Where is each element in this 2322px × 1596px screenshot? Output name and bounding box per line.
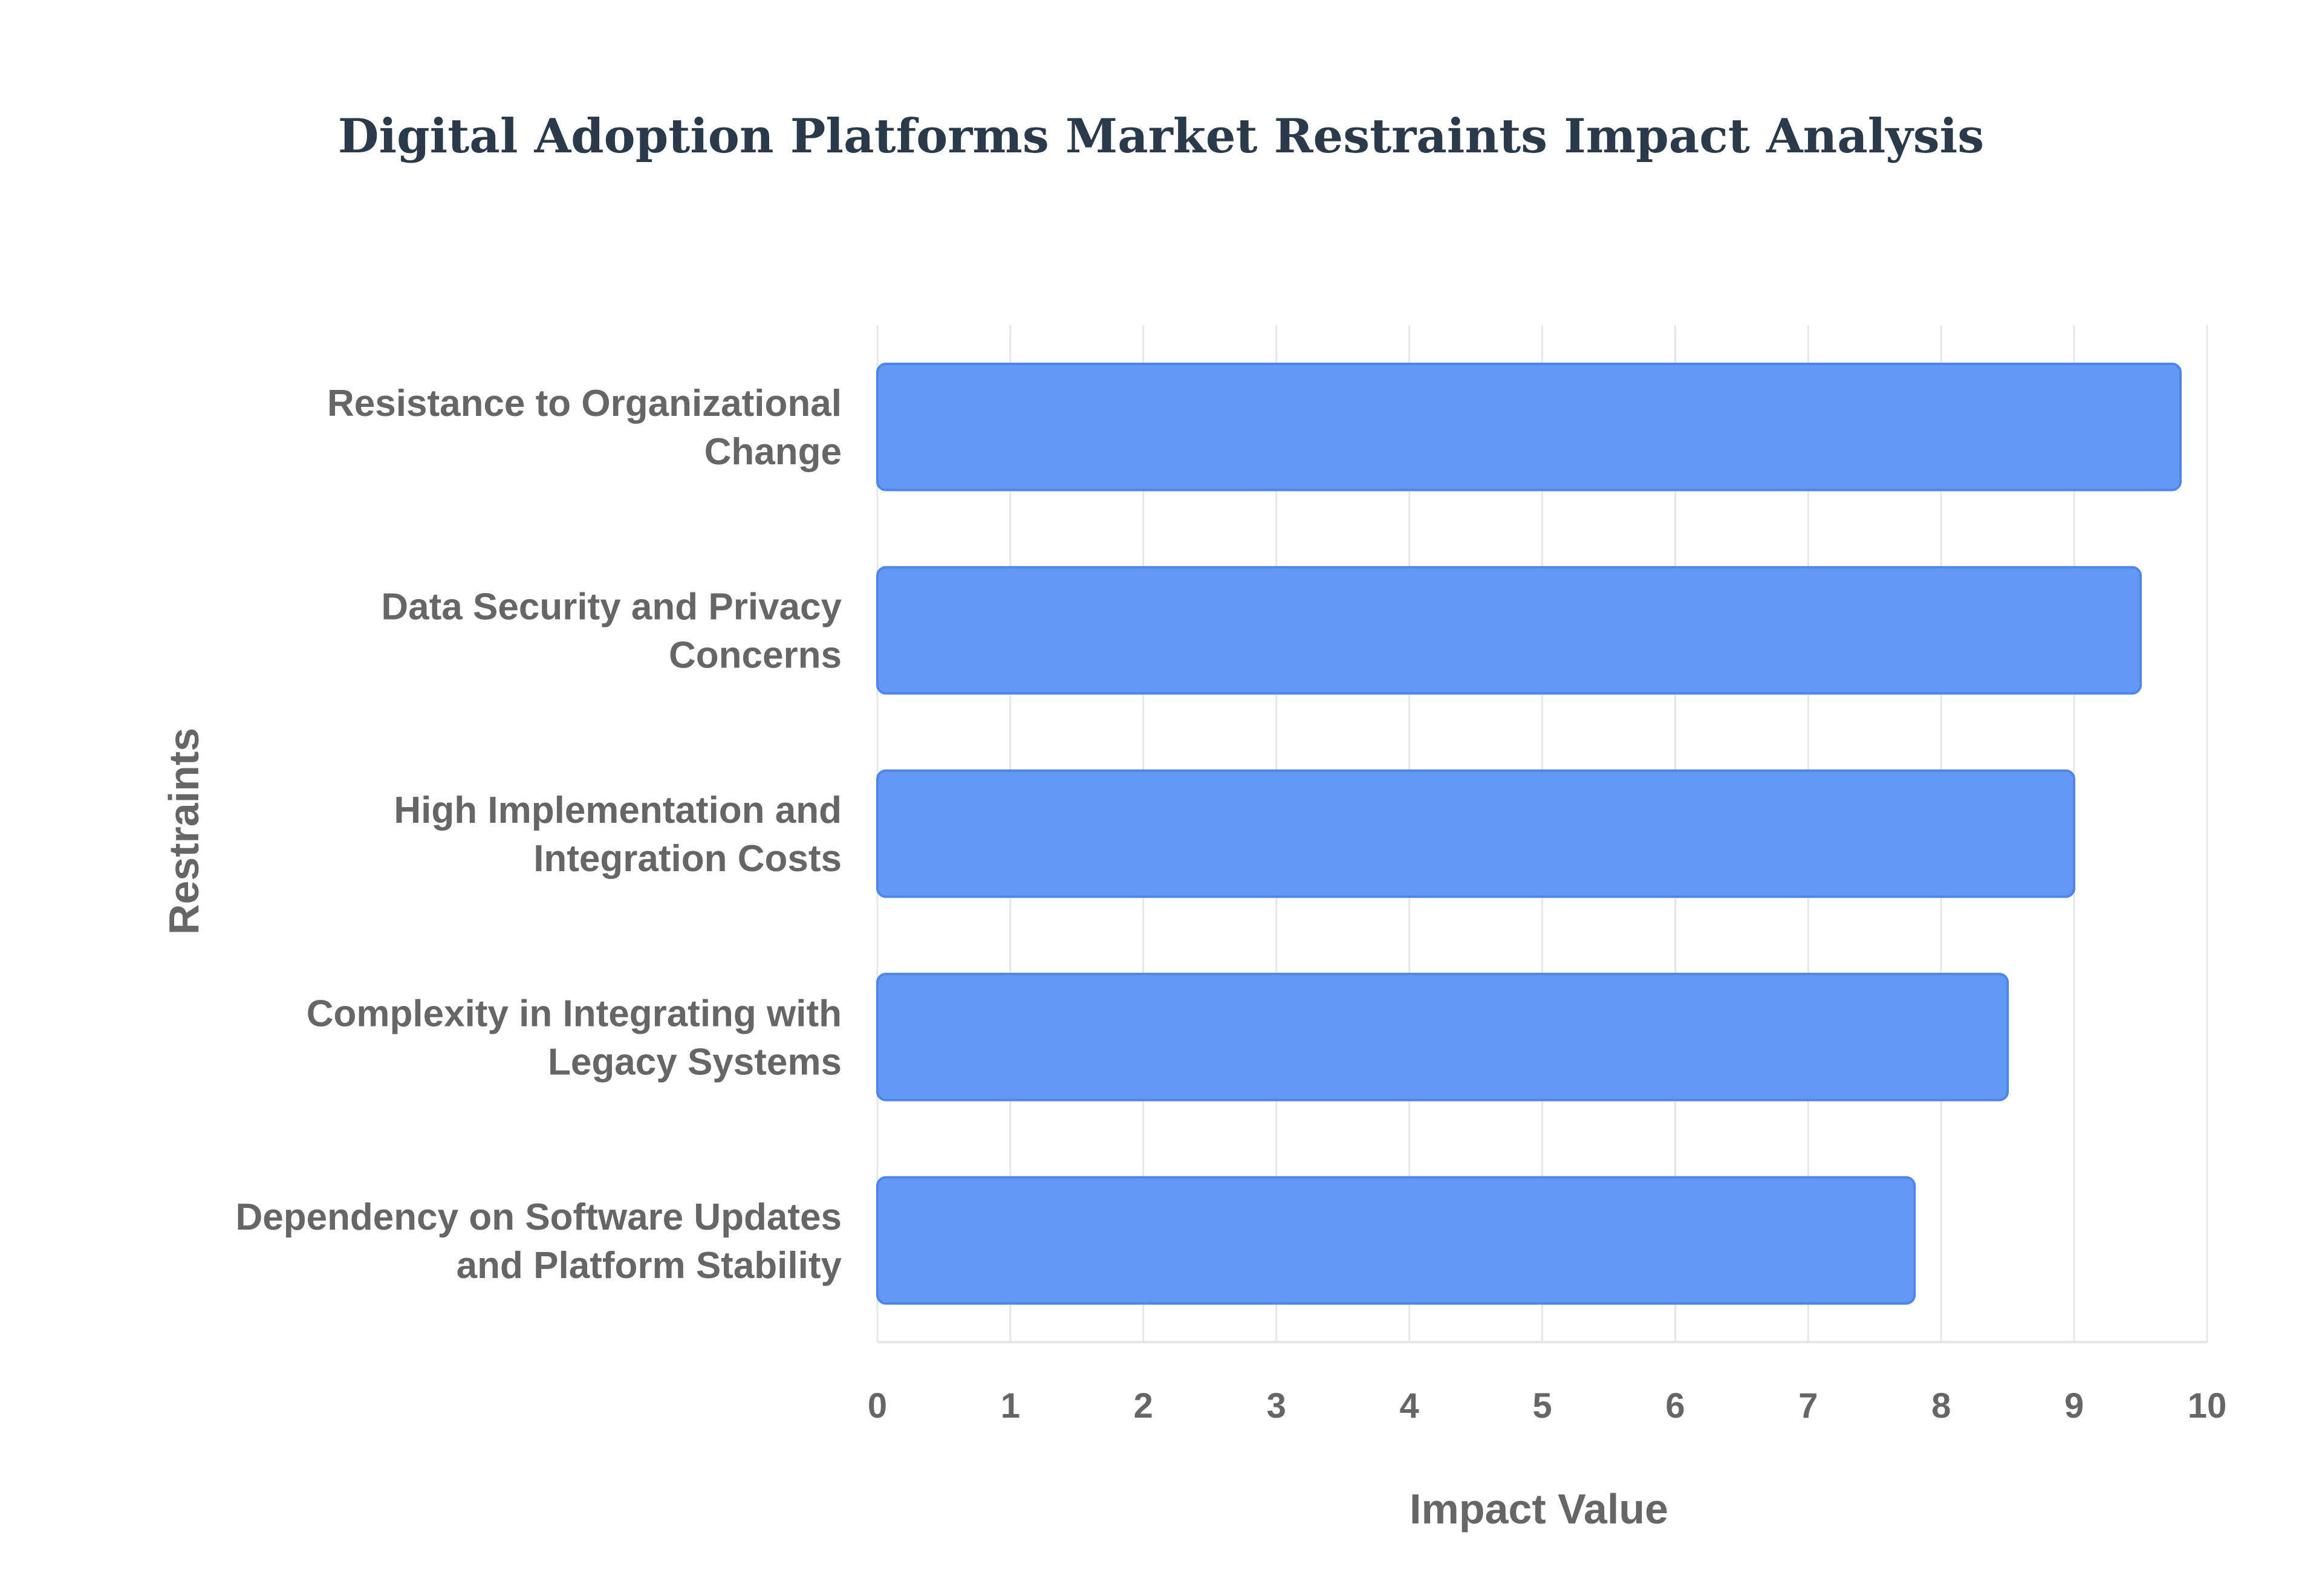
category-label: and Platform Stability — [457, 1245, 842, 1286]
category-labels: Resistance to Organizational Change Data S… — [235, 383, 842, 1286]
x-axis-title: Impact Value — [1410, 1485, 1668, 1533]
category-label: Concerns — [669, 635, 842, 676]
category-label: Change — [704, 431, 842, 473]
x-tick-label: 2 — [1134, 1386, 1153, 1426]
category-label: Dependency on Software Updates — [235, 1196, 842, 1238]
x-tick-label: 8 — [1931, 1386, 1951, 1426]
category-label: High Implementation and — [394, 790, 842, 831]
category-label: Resistance to Organizational — [327, 383, 842, 424]
bars — [876, 362, 2182, 1305]
category-label: Integration Costs — [533, 838, 842, 880]
chart-title: Digital Adoption Platforms Market Restra… — [338, 109, 1984, 164]
bar — [876, 566, 2142, 695]
x-tick-label: 10 — [2188, 1386, 2227, 1426]
x-tick-label: 4 — [1399, 1386, 1419, 1426]
category-label: Complexity in Integrating with — [307, 993, 842, 1034]
bar — [876, 362, 2182, 491]
x-tick-label: 9 — [2064, 1386, 2084, 1426]
x-tick-label: 5 — [1532, 1386, 1552, 1426]
bar — [876, 973, 2009, 1101]
category-label: Legacy Systems — [548, 1041, 842, 1083]
x-tick-label: 6 — [1665, 1386, 1685, 1426]
category-label: Data Security and Privacy — [381, 586, 842, 628]
x-tick-label: 7 — [1798, 1386, 1818, 1426]
x-tick-labels: 0 1 2 3 4 5 6 7 8 9 10 — [868, 1386, 2226, 1426]
y-axis-title: Restraints — [160, 728, 207, 935]
bar — [876, 1176, 1916, 1305]
bar — [876, 769, 2076, 898]
x-tick-label: 0 — [868, 1386, 887, 1426]
x-tick-label: 1 — [1001, 1386, 1020, 1426]
x-tick-label: 3 — [1267, 1386, 1286, 1426]
